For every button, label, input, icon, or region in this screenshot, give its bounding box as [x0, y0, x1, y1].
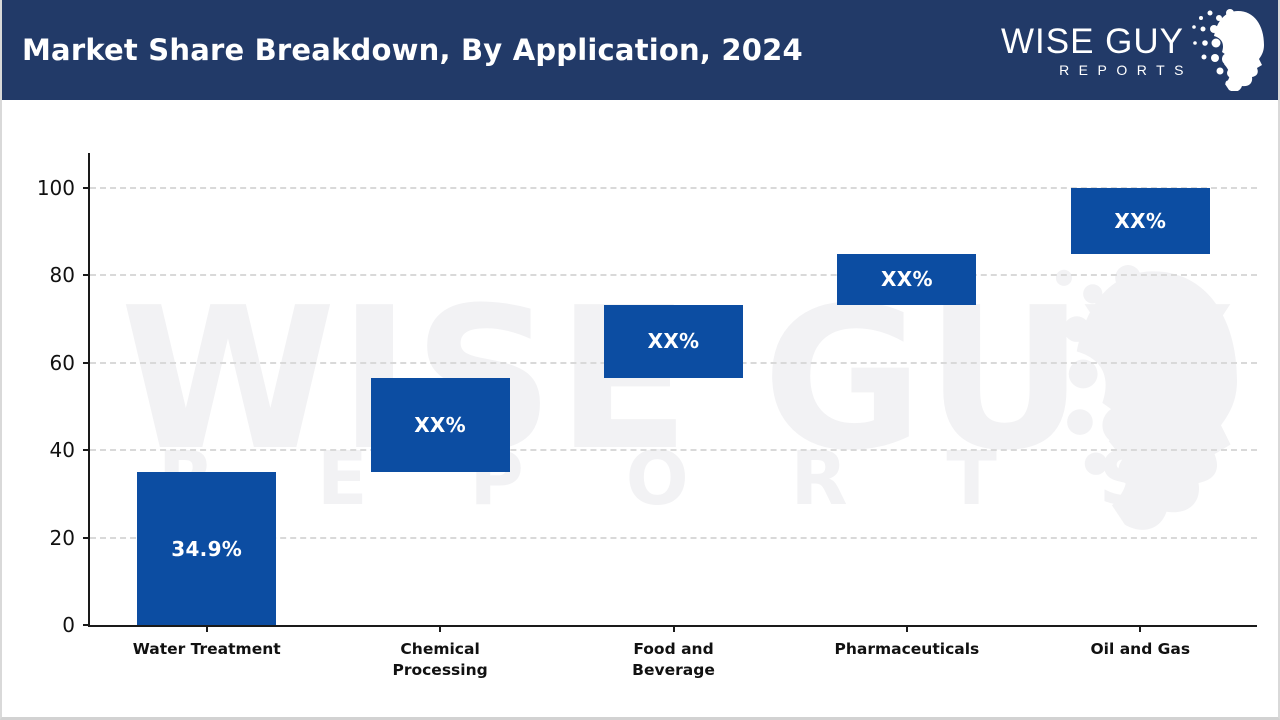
waterfall-chart: 0 20 40 60 80 100 34.9% XX% XX% XX% XX% Water Treat…	[2, 100, 1280, 717]
x-axis-line	[88, 625, 1257, 627]
x-axis-tick	[205, 625, 208, 632]
dotted-head-icon	[1186, 5, 1264, 95]
x-axis-tick	[905, 625, 908, 632]
bar-value-label: XX%	[647, 329, 700, 354]
bar-value-label: 34.9%	[171, 536, 243, 561]
y-axis-tick-label: 20	[49, 525, 75, 550]
bar-segment: XX%	[1070, 187, 1210, 254]
gridline	[90, 449, 1257, 451]
y-axis-tick	[83, 186, 90, 189]
bar-segment: XX%	[370, 377, 510, 473]
bar-segment: XX%	[604, 304, 743, 378]
y-axis-tick	[83, 449, 90, 451]
y-axis-tick-label: 80	[49, 263, 75, 287]
y-axis-tick-label: 60	[49, 350, 75, 375]
y-axis-line	[88, 152, 90, 627]
bar-segment: XX%	[837, 254, 977, 305]
y-axis-tick	[83, 361, 90, 364]
x-axis-category-label: Food and Beverage	[632, 640, 715, 679]
logo-wordmark: WISE GUY	[1000, 21, 1184, 61]
watermark-head-icon	[987, 225, 1237, 559]
x-axis-tick	[439, 625, 442, 632]
x-axis-tick	[1139, 625, 1142, 632]
bar-segment: 34.9%	[137, 472, 277, 625]
bar-value-label: XX%	[414, 413, 466, 438]
logo-subtitle: REPORTS	[1059, 61, 1193, 78]
y-axis-tick	[83, 536, 90, 539]
y-axis-tick	[83, 624, 90, 626]
wise-guy-logo: WISE GUY REPORTS	[1001, 5, 1264, 95]
x-axis-tick	[672, 625, 675, 632]
x-axis-category-label: Oil and Gas	[1090, 640, 1191, 658]
logo-text: WISE GUY REPORTS	[1001, 24, 1184, 77]
gridline	[90, 186, 1257, 189]
x-axis-category-label: Chemical Processing	[392, 640, 488, 679]
bar-value-label: XX%	[881, 267, 933, 292]
y-axis-tick-label: 0	[62, 613, 75, 637]
y-axis-tick-label: 100	[36, 175, 75, 200]
x-axis-category-label: Pharmaceuticals	[834, 640, 980, 658]
header-bar: Market Share Breakdown, By Application, …	[2, 0, 1278, 100]
bar-value-label: XX%	[1114, 208, 1167, 233]
gridline	[90, 274, 1257, 276]
page-title: Market Share Breakdown, By Application, …	[22, 33, 803, 67]
y-axis-tick	[83, 274, 90, 276]
watermark-subtitle: REPORTS	[158, 436, 1255, 522]
y-axis-tick-label: 40	[49, 438, 75, 462]
gridline	[90, 536, 1257, 539]
x-axis-category-label: Water Treatment	[132, 640, 281, 658]
